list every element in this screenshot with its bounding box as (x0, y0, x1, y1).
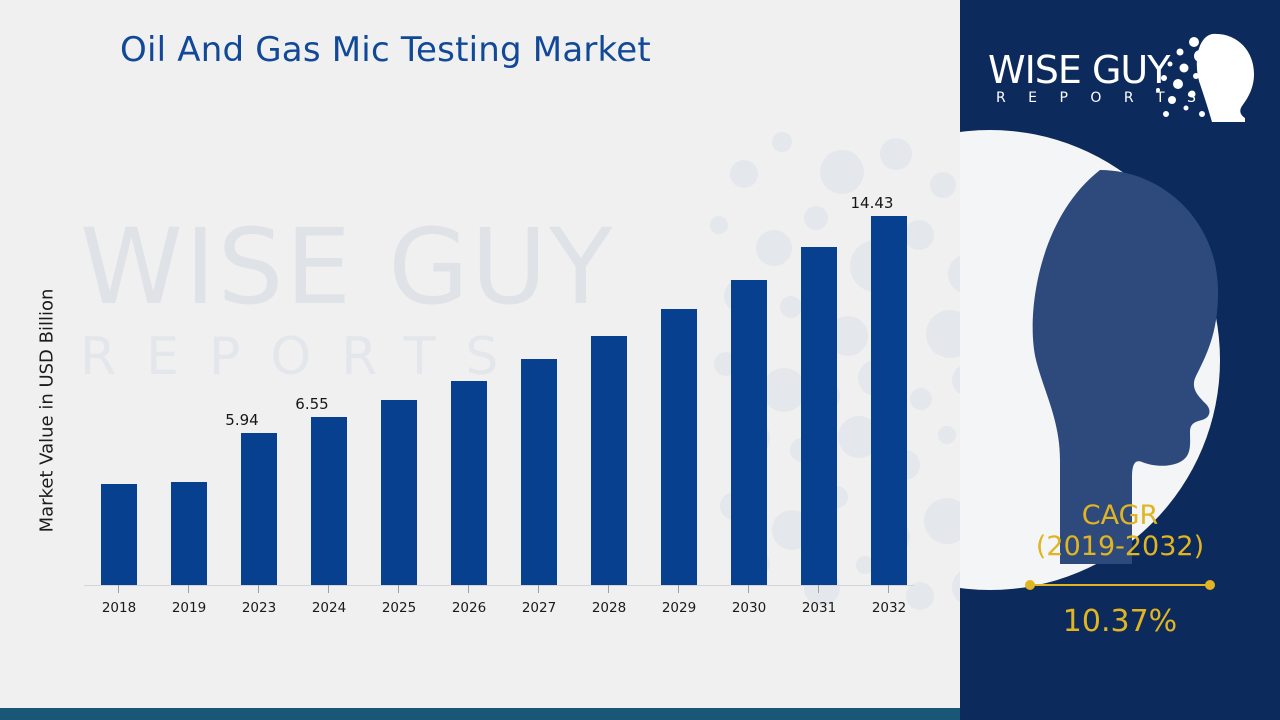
bar (591, 336, 627, 585)
x-axis-tick (118, 585, 119, 593)
bar-value-label: 14.43 (850, 194, 894, 212)
bubble-shape (772, 132, 792, 152)
x-axis-tick (608, 585, 609, 593)
dotted-head-icon (1156, 33, 1254, 122)
x-axis-tick-label: 2032 (871, 600, 907, 616)
brand-logo-wordmark: WISE GUY (988, 48, 1170, 92)
bar-group-2030: 2030 (714, 150, 784, 616)
x-axis-tick-label: 2025 (381, 600, 417, 616)
bar-value-label: 5.94 (225, 411, 259, 429)
bar (101, 484, 137, 585)
bar-group-2025: 2025 (364, 150, 434, 616)
brand-panel: WISE GUY R E P O R T S CAGR (960, 0, 1280, 720)
bar (241, 433, 277, 585)
bar-group-2018: 2018 (84, 150, 154, 616)
bar (731, 280, 767, 585)
bar-chart-plot: 2018 2019 5.94 2023 6.55 2024 2025 2026 2027 2028… (84, 150, 914, 616)
bar-group-2027: 2027 (504, 150, 574, 616)
bar-group-2019: 2019 (154, 150, 224, 616)
x-axis-tick (538, 585, 539, 593)
chart-panel: Oil And Gas Mic Testing Market WISE GUY … (36, 30, 998, 616)
bar (451, 381, 487, 585)
x-axis-tick (398, 585, 399, 593)
x-axis-tick-label: 2019 (171, 600, 207, 616)
brand-logo-subtitle: R E P O R T S (996, 90, 1205, 106)
bar (311, 417, 347, 585)
x-axis-tick-label: 2027 (521, 600, 557, 616)
x-axis-tick-label: 2031 (801, 600, 837, 616)
y-axis-label: Market Value in USD Billion (36, 288, 58, 533)
x-axis-tick (748, 585, 749, 593)
cagr-value: 10.37% (1062, 604, 1178, 640)
page-title: Oil And Gas Mic Testing Market (120, 30, 651, 70)
bar-group-2023: 5.94 2023 (224, 150, 294, 616)
footer-bar (0, 708, 960, 720)
x-axis-tick (678, 585, 679, 593)
x-axis-tick-label: 2030 (731, 600, 767, 616)
x-axis-line (84, 585, 914, 586)
brand-logo: WISE GUY R E P O R T S (982, 28, 1258, 122)
bubble-shape (930, 172, 956, 198)
bar-group-2024: 6.55 2024 (294, 150, 364, 616)
bar (871, 216, 907, 585)
bar (661, 309, 697, 585)
bar (381, 400, 417, 585)
bar-group-2026: 2026 (434, 150, 504, 616)
bar-group-2031: 2031 (784, 150, 854, 616)
cagr-range: (2019-2032) (1035, 531, 1205, 563)
x-axis-tick-label: 2028 (591, 600, 627, 616)
divider-dot-left (1025, 580, 1035, 591)
x-axis-tick-label: 2018 (101, 600, 137, 616)
x-axis-tick-label: 2026 (451, 600, 487, 616)
x-axis-tick (258, 585, 259, 593)
head-profile-icon (1032, 170, 1219, 564)
bar (801, 247, 837, 585)
bar-group-2029: 2029 (644, 150, 714, 616)
x-axis-tick (328, 585, 329, 593)
cagr-title: CAGR (1081, 500, 1159, 531)
x-axis-tick (188, 585, 189, 593)
bubble-shape (938, 426, 956, 444)
x-axis-tick-label: 2023 (241, 600, 277, 616)
x-axis-tick (888, 585, 889, 593)
bar-group-2028: 2028 (574, 150, 644, 616)
cagr-divider (1025, 580, 1215, 591)
x-axis-tick-label: 2024 (311, 600, 347, 616)
bar (521, 359, 557, 585)
divider-line (1031, 584, 1209, 587)
x-axis-tick (468, 585, 469, 593)
x-axis-tick (818, 585, 819, 593)
bar-group-2032: 14.43 2032 (851, 150, 924, 616)
bar-value-label: 6.55 (295, 395, 329, 413)
x-axis-tick-label: 2029 (661, 600, 697, 616)
divider-dot-right (1205, 580, 1215, 591)
bar (171, 482, 207, 585)
cagr-block: CAGR (2019-2032) 10.37% (960, 500, 1280, 639)
